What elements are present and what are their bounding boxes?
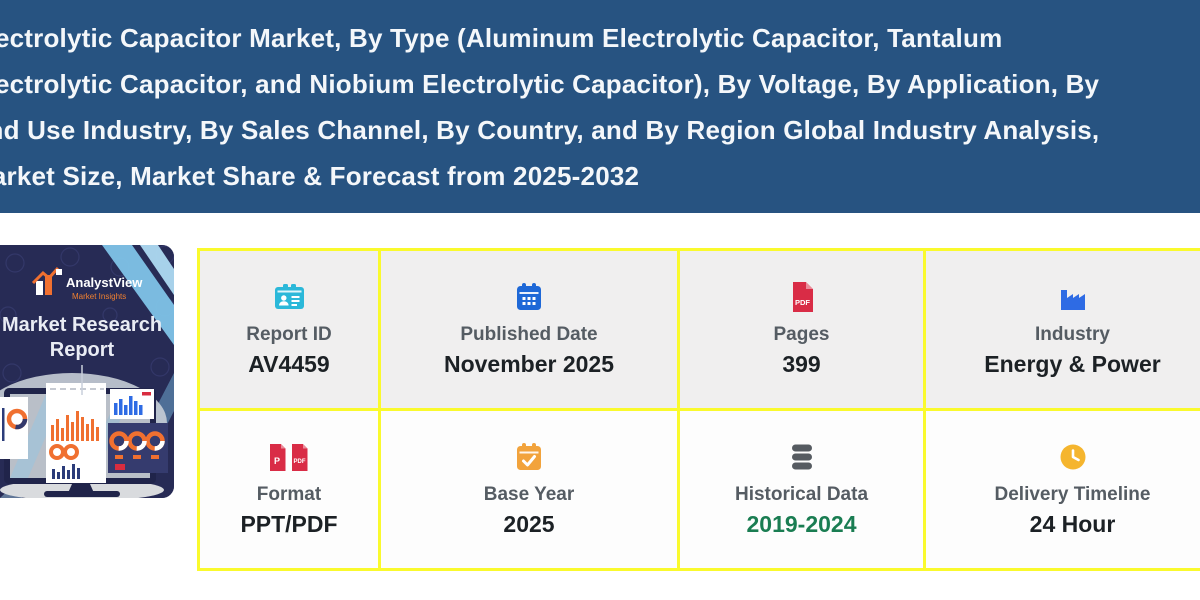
svg-text:P: P: [274, 456, 280, 466]
calendar-check-icon: [515, 441, 543, 473]
pdf-file-icon: PDF: [790, 281, 814, 313]
info-label: Historical Data: [734, 484, 869, 505]
info-label: Delivery Timeline: [994, 484, 1151, 505]
info-label: Report ID: [246, 324, 332, 345]
page-header: Electrolytic Capacitor Market, By Type (…: [0, 0, 1200, 213]
clock-icon: [1059, 441, 1087, 473]
brand-tagline: Market Insights: [72, 292, 126, 301]
info-cell-industry: Industry Energy & Power: [926, 251, 1200, 408]
info-cell-published-date: Published Date November 2025: [381, 251, 677, 408]
cover-title-line-2: Report: [50, 339, 115, 361]
info-label: Pages: [773, 324, 830, 345]
info-value: PPT/PDF: [240, 511, 338, 537]
info-cell-base-year: Base Year 2025: [381, 411, 677, 568]
info-cell-historical-data: Historical Data 2019-2024: [680, 411, 923, 568]
info-label: Published Date: [460, 324, 598, 345]
cover-title-line-1: Market Research: [2, 314, 162, 336]
database-icon: [788, 441, 816, 473]
report-info-grid: Report ID AV4459 Published Date November…: [197, 248, 1200, 571]
svg-text:PDF: PDF: [294, 459, 306, 465]
report-cover-illustration: AnalystView Market Insights Market Resea…: [0, 245, 174, 498]
report-cover-image: AnalystView Market Insights Market Resea…: [0, 245, 174, 498]
page-title-line-4: Market Size, Market Share & Forecast fro…: [0, 161, 640, 191]
calendar-icon: [515, 281, 543, 313]
chart-cards-illustration: [0, 383, 168, 483]
info-value: Energy & Power: [984, 351, 1161, 377]
info-value: November 2025: [443, 351, 615, 377]
page-title-line-3: End Use Industry, By Sales Channel, By C…: [0, 115, 1100, 145]
cover-pattern: [0, 245, 174, 429]
cover-stripe: [102, 245, 174, 345]
info-label: Format: [256, 484, 322, 505]
brand-name: AnalystView: [66, 275, 143, 290]
info-value: 2025: [503, 511, 555, 537]
cover-stripe: [140, 245, 174, 295]
info-value: AV4459: [248, 351, 330, 377]
page-title-line-1: Electrolytic Capacitor Market, By Type (…: [0, 23, 1003, 53]
page-title: Electrolytic Capacitor Market, By Type (…: [0, 15, 1099, 199]
info-label: Industry: [1035, 324, 1110, 345]
id-card-icon: [274, 281, 305, 313]
factory-icon: [1058, 281, 1088, 313]
svg-text:PDF: PDF: [795, 298, 810, 307]
info-cell-report-id: Report ID AV4459: [200, 251, 378, 408]
page-title-line-2: Electrolytic Capacitor, and Niobium Elec…: [0, 69, 1100, 99]
info-value: 2019-2024: [746, 511, 857, 537]
brand-logo: AnalystView Market Insights: [31, 266, 143, 301]
info-cell-pages: PDF Pages 399: [680, 251, 923, 408]
info-cell-format: P PDF Format PPT/PDF: [200, 411, 378, 568]
info-value: 399: [782, 351, 821, 377]
info-label: Base Year: [483, 484, 575, 505]
info-value: 24 Hour: [1029, 511, 1116, 537]
ppt-pdf-files-icon: P PDF: [269, 441, 309, 473]
info-cell-delivery-timeline: Delivery Timeline 24 Hour: [926, 411, 1200, 568]
